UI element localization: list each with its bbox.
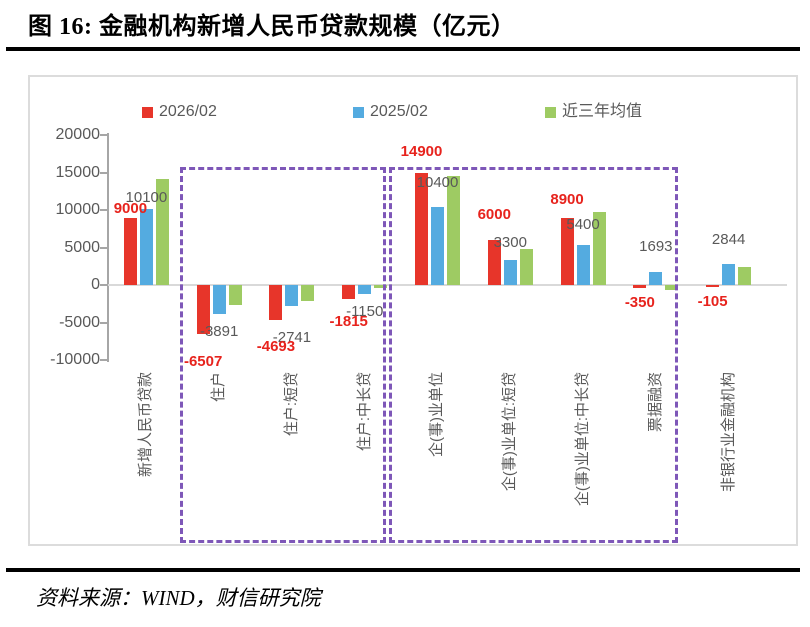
bar-series1-cat6 xyxy=(576,244,590,285)
category-label: 新增人民币贷款 xyxy=(137,372,155,478)
bar-series1-cat0 xyxy=(139,209,153,285)
data-label-series0-cat7: -350 xyxy=(624,293,655,311)
figure-title: 图 16: 金融机构新增人民币贷款规模（亿元） xyxy=(28,14,516,40)
bar-series2-cat4 xyxy=(447,175,460,285)
legend-label: 近三年均值 xyxy=(562,103,643,120)
legend-swatch-blue xyxy=(353,106,364,118)
bar-series2-cat8 xyxy=(738,267,752,285)
bar-series0-cat7 xyxy=(633,285,647,288)
data-label-series0-cat1: -6507 xyxy=(183,352,223,370)
bar-series2-cat6 xyxy=(592,211,606,285)
annotation-box-household xyxy=(180,167,386,543)
source-note: 资料来源：WIND，财信研究院 xyxy=(36,586,321,610)
footer-divider xyxy=(6,568,800,572)
data-label-series1-cat1: -3891 xyxy=(199,323,239,341)
data-label-series0-cat8: -105 xyxy=(697,292,728,310)
bar-series0-cat4 xyxy=(415,173,428,285)
bar-series0-cat1 xyxy=(196,285,210,334)
y-axis-tick-label: 0 xyxy=(91,276,100,293)
y-axis-tick-mark xyxy=(100,209,108,211)
bar-series2-cat2 xyxy=(301,285,315,301)
legend-label: 2026/02 xyxy=(159,103,217,120)
bar-series1-cat7 xyxy=(649,272,663,285)
y-axis-tick-mark xyxy=(100,321,108,324)
plot-area: 20000 15000 10000 5000 0 -5000 -10000 9000 10100… xyxy=(30,77,796,544)
bar-series0-cat3 xyxy=(342,285,356,299)
data-label-series1-cat0: 10100 xyxy=(125,189,168,207)
bar-series2-cat3 xyxy=(374,285,388,289)
y-axis-tick-mark xyxy=(100,284,108,286)
data-label-series1-cat2: -2741 xyxy=(272,328,312,346)
data-label-series1-cat3: -1150 xyxy=(346,302,384,320)
y-axis-tick-mark xyxy=(100,246,108,249)
legend-label: 2025/02 xyxy=(370,103,428,120)
bar-series2-cat0 xyxy=(155,178,169,285)
bar-series1-cat4 xyxy=(431,207,444,285)
bar-series0-cat2 xyxy=(269,285,283,321)
bar-series2-cat1 xyxy=(228,285,242,305)
data-label-series0-cat2: -4693 xyxy=(256,338,296,356)
zero-gridline xyxy=(108,284,787,286)
bar-series2-cat5 xyxy=(519,249,533,285)
y-axis-tick-label: 5000 xyxy=(64,238,100,256)
y-axis-tick-mark xyxy=(100,134,108,136)
y-axis-tick-label: -5000 xyxy=(59,313,100,331)
bar-series1-cat1 xyxy=(212,285,226,315)
legend-item-2026-02: 2026/02 xyxy=(142,103,217,121)
legend-swatch-red xyxy=(142,106,153,118)
bar-series1-cat5 xyxy=(503,260,517,285)
bar-series0-cat5 xyxy=(487,240,501,285)
bar-series0-cat8 xyxy=(706,285,720,287)
y-axis-line xyxy=(107,133,109,362)
data-label-series1-cat7: 1693 xyxy=(639,238,673,256)
data-label-series1-cat8: 2844 xyxy=(711,230,746,248)
legend-swatch-green xyxy=(545,106,556,118)
bar-series2-cat7 xyxy=(665,285,679,291)
bar-series1-cat3 xyxy=(358,285,372,294)
legend-item-3yr-avg: 近三年均值 xyxy=(545,103,642,121)
data-label-series0-cat6: 8900 xyxy=(550,191,584,209)
y-axis-tick-label: 10000 xyxy=(55,201,101,218)
y-axis-tick-label: 15000 xyxy=(55,163,101,181)
data-label-series0-cat3: -1815 xyxy=(329,312,368,330)
data-label-series1-cat6: 5400 xyxy=(566,215,600,233)
category-label: 非银行业金融机构 xyxy=(719,372,737,493)
bar-series1-cat8 xyxy=(722,263,736,285)
data-label-series1-cat5: 3300 xyxy=(493,234,527,252)
chart-frame: 2026/02 2025/02 近三年均值 20000 15000 10000 500… xyxy=(28,75,798,546)
y-axis-tick-mark xyxy=(100,359,108,361)
y-axis-tick-label: -10000 xyxy=(50,351,100,368)
data-label-series1-cat4: 10400 xyxy=(416,174,459,191)
data-label-series0-cat4: 14900 xyxy=(400,143,443,161)
title-divider xyxy=(6,47,800,51)
y-axis-tick-label: 20000 xyxy=(55,126,101,143)
annotation-box-enterprise xyxy=(389,167,678,543)
bar-series0-cat6 xyxy=(560,218,574,285)
y-axis-tick-mark xyxy=(100,171,108,174)
data-label-series0-cat5: 6000 xyxy=(477,206,511,223)
bar-series0-cat0 xyxy=(123,217,137,285)
category-slot: 新增人民币贷款 xyxy=(110,372,183,550)
bar-series1-cat2 xyxy=(285,285,299,306)
legend-item-2025-02: 2025/02 xyxy=(353,103,428,121)
data-label-series0-cat0: 9000 xyxy=(113,199,148,217)
category-slot: 非银行业金融机构 xyxy=(692,372,765,550)
